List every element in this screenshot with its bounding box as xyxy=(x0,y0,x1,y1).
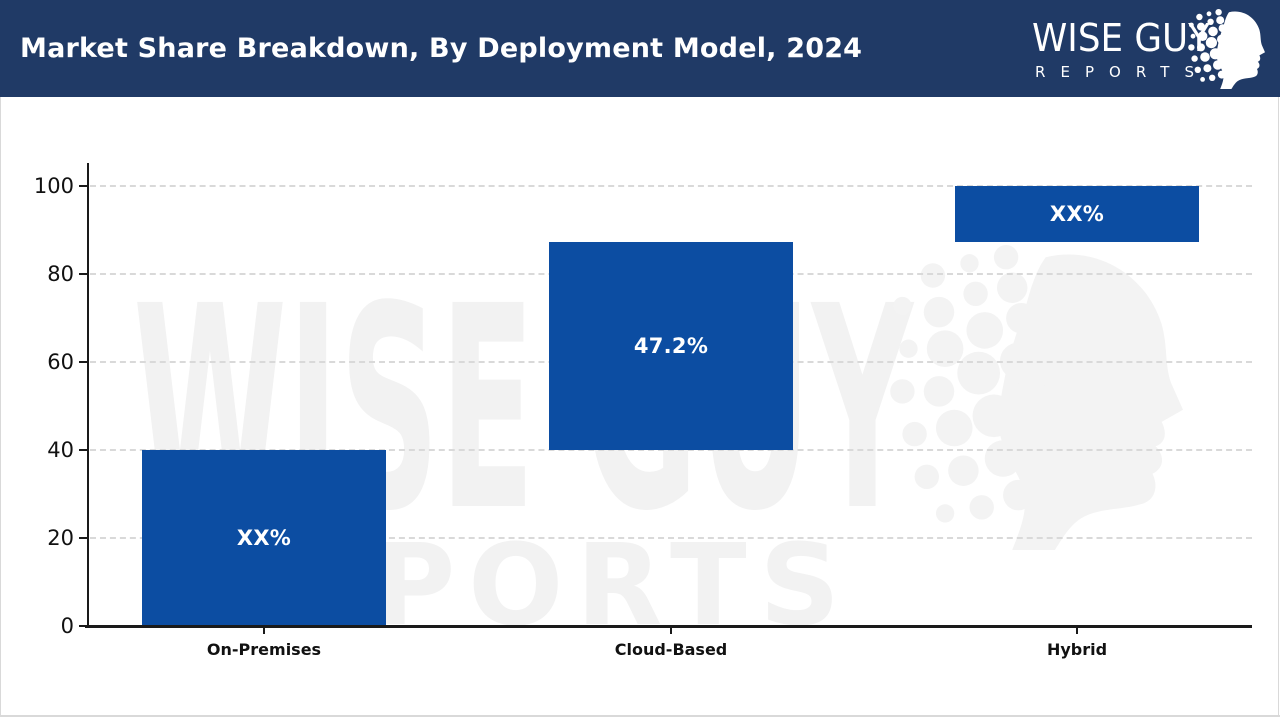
x-axis-category-label: Hybrid xyxy=(1046,640,1108,659)
bar-hybrid: XX% xyxy=(955,186,1199,243)
page-border-left xyxy=(0,97,1,717)
page-border-right xyxy=(1278,97,1279,717)
y-axis-tick-label: 40 xyxy=(47,438,74,462)
y-axis-tick xyxy=(79,625,88,627)
gridline xyxy=(90,449,1252,451)
y-axis-spine xyxy=(87,163,89,628)
header-banner: Market Share Breakdown, By Deployment Mo… xyxy=(0,0,1280,97)
x-axis-category-label: On-Premises xyxy=(206,640,322,659)
x-axis-tick xyxy=(670,627,672,634)
y-axis-tick xyxy=(79,273,88,275)
y-axis-tick xyxy=(79,185,88,187)
x-axis-tick xyxy=(263,627,265,634)
brand-name: WISE GUY xyxy=(1032,16,1211,60)
x-axis-tick xyxy=(1076,627,1078,634)
watermark-head-icon xyxy=(890,245,1183,550)
gridline xyxy=(90,537,1252,539)
brand-subname: REPORTS xyxy=(1035,63,1200,81)
y-axis-tick-label: 20 xyxy=(47,526,74,550)
bar-value-label: 47.2% xyxy=(633,334,709,359)
y-axis-tick-label: 80 xyxy=(47,262,74,286)
x-axis-spine xyxy=(85,625,1252,628)
chart-title: Market Share Breakdown, By Deployment Mo… xyxy=(20,33,863,64)
brand-logo: WISE GUY REPORTS xyxy=(1032,9,1265,89)
y-axis-tick xyxy=(79,361,88,363)
y-axis-tick-label: 0 xyxy=(60,614,74,638)
bar-on-premises: XX% xyxy=(142,450,386,626)
y-axis-tick-label: 100 xyxy=(33,174,74,198)
bar-value-label: XX% xyxy=(1049,202,1105,227)
y-axis-tick xyxy=(79,537,88,539)
page-border-bottom xyxy=(0,715,1280,717)
y-axis-tick-label: 60 xyxy=(47,350,74,374)
x-axis-category-label: Cloud-Based xyxy=(614,640,728,659)
bar-value-label: XX% xyxy=(236,526,292,550)
y-axis-tick xyxy=(79,449,88,451)
bar-cloud-based: 47.2% xyxy=(549,242,793,450)
gridline xyxy=(90,185,1252,187)
chart-area: WISE GUY REPORTS 020406080100XX%47.2%XX%… xyxy=(0,97,1280,720)
